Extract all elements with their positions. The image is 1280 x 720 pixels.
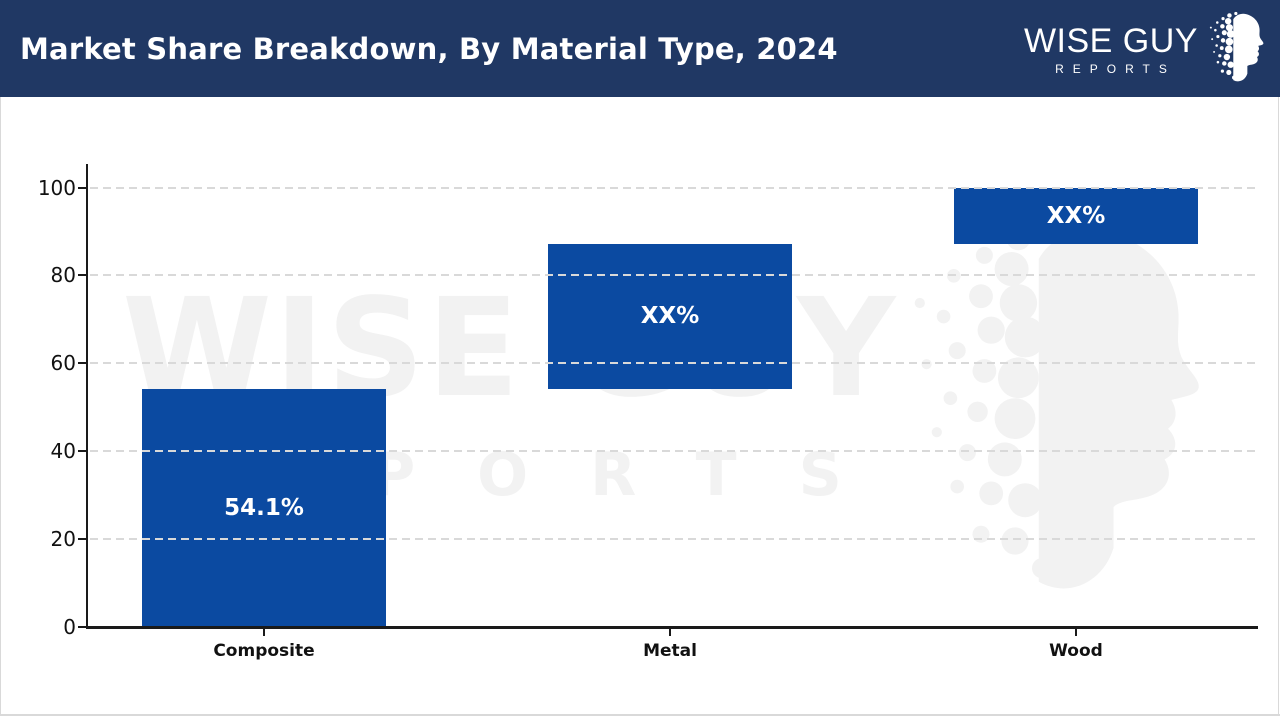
x-tick-wood — [1075, 628, 1077, 636]
bar-value-label-composite: 54.1% — [224, 494, 304, 521]
logo-head-icon — [1200, 11, 1264, 89]
y-tick-80 — [78, 274, 86, 277]
y-tick-40 — [78, 449, 86, 452]
page-title: Market Share Breakdown, By Material Type… — [20, 31, 838, 66]
x-tick-metal — [669, 628, 671, 636]
logo-text: WISE GUY REPORTS — [1023, 21, 1198, 77]
bar-metal — [548, 243, 792, 389]
bar-composite — [142, 389, 386, 627]
bar-value-label-wood: XX% — [1046, 202, 1106, 229]
y-tick-20 — [78, 537, 86, 540]
gridline-80 — [90, 274, 1256, 277]
gridline-40 — [90, 449, 1256, 452]
gridline-20 — [90, 537, 1256, 540]
y-tick-60 — [78, 362, 86, 365]
y-tick-0 — [78, 625, 86, 628]
y-axis-line — [86, 164, 88, 629]
y-axis-label-80: 80 — [50, 263, 76, 288]
gridline-100 — [90, 186, 1256, 189]
watermark-head-icon — [862, 218, 1202, 626]
left-edge-rule — [0, 97, 1, 716]
x-tick-composite — [263, 628, 265, 636]
bottom-rule — [0, 714, 1280, 716]
bar-wood — [954, 187, 1198, 244]
y-axis-label-20: 20 — [50, 526, 76, 551]
y-axis-label-60: 60 — [50, 351, 76, 376]
logo-wordmark: WISE GUY — [1023, 21, 1198, 60]
right-edge-rule — [1278, 97, 1279, 716]
y-axis-label-40: 40 — [50, 438, 76, 463]
bar-value-label-metal: XX% — [640, 303, 700, 330]
y-axis-label-0: 0 — [63, 614, 76, 639]
header-bar: Market Share Breakdown, By Material Type… — [0, 0, 1280, 97]
x-axis-line — [86, 625, 1258, 629]
x-axis-label-wood: Wood — [1049, 640, 1103, 661]
x-axis-label-composite: Composite — [213, 640, 315, 661]
y-axis-label-100: 100 — [37, 175, 76, 200]
logo-reports-text: REPORTS — [1055, 62, 1176, 77]
y-tick-100 — [78, 186, 86, 189]
wise-guy-reports-logo: WISE GUY REPORTS — [1024, 6, 1264, 94]
gridline-60 — [90, 362, 1256, 365]
x-axis-label-metal: Metal — [643, 640, 697, 661]
